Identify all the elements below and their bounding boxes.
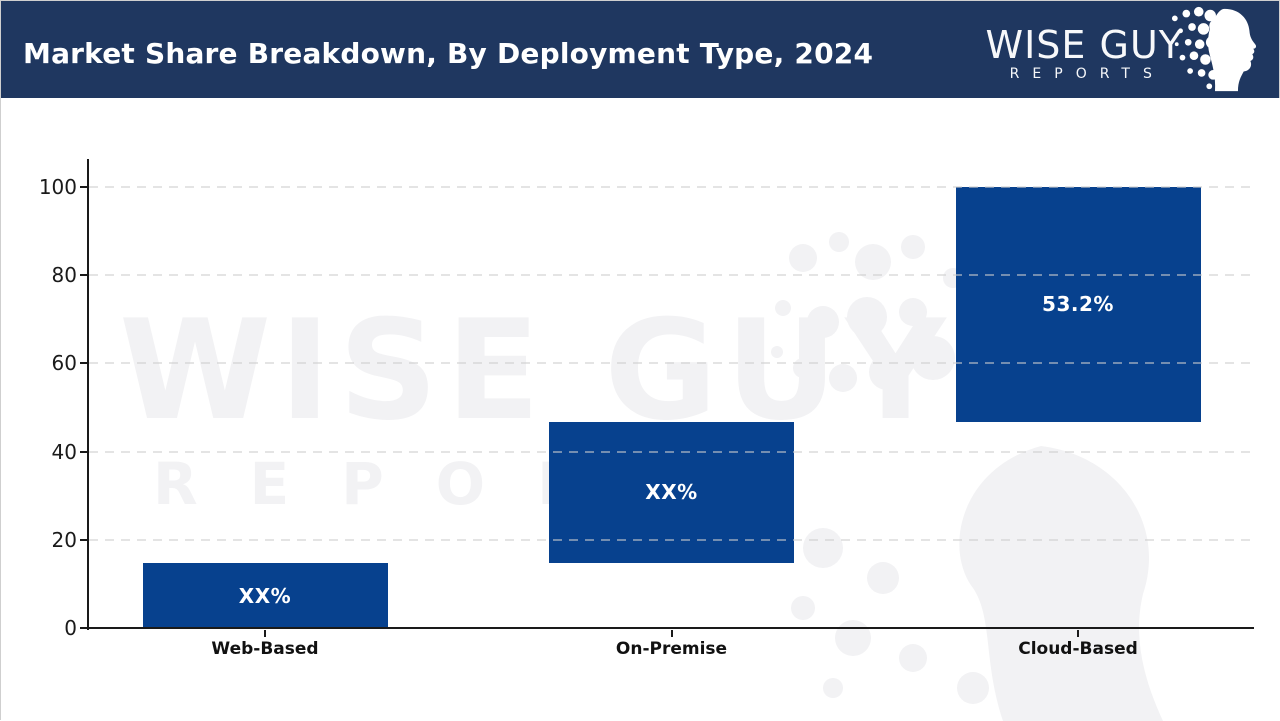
xtick-mark-web-based bbox=[264, 630, 266, 637]
bar-web-based: XX% bbox=[142, 563, 388, 628]
gridline-20 bbox=[89, 538, 1254, 541]
gridline-80 bbox=[89, 274, 1254, 277]
xtick-label-cloud-based: Cloud-Based bbox=[1018, 639, 1138, 659]
logo-text: WISE GUY REPORTS bbox=[985, 22, 1183, 83]
bar-label-web-based: XX% bbox=[238, 583, 292, 608]
ytick-label-100: 100 bbox=[38, 175, 77, 199]
xtick-mark-cloud-based bbox=[1077, 630, 1079, 637]
ytick-mark-100 bbox=[80, 186, 88, 188]
watermark-head-graphic bbox=[771, 232, 1163, 721]
gridline-40 bbox=[89, 450, 1254, 453]
y-axis-spine bbox=[87, 159, 89, 630]
ytick-mark-40 bbox=[80, 450, 88, 453]
ytick-label-40: 40 bbox=[51, 439, 77, 464]
page-title: Market Share Breakdown, By Deployment Ty… bbox=[23, 37, 874, 70]
gridline-60 bbox=[89, 362, 1254, 365]
gridline-100 bbox=[89, 186, 1254, 188]
ytick-mark-60 bbox=[80, 362, 88, 365]
ytick-mark-0 bbox=[80, 627, 88, 629]
logo-reports-text: REPORTS bbox=[1009, 66, 1165, 83]
logo-wiseguy-text: WISE GUY bbox=[985, 22, 1183, 67]
x-axis-spine bbox=[87, 627, 1254, 629]
ytick-mark-20 bbox=[80, 538, 88, 541]
xtick-label-web-based: Web-Based bbox=[211, 639, 319, 659]
bar-label-cloud-based: 53.2% bbox=[1042, 292, 1114, 317]
ytick-label-20: 20 bbox=[51, 527, 77, 552]
xtick-mark-on-premise bbox=[670, 630, 673, 637]
ytick-label-60: 60 bbox=[51, 351, 77, 376]
header-banner: Market Share Breakdown, By Deployment Ty… bbox=[1, 1, 1279, 98]
ytick-label-80: 80 bbox=[51, 263, 77, 288]
ytick-label-0: 0 bbox=[64, 616, 77, 640]
bar-cloud-based: 53.2% bbox=[955, 187, 1201, 422]
xtick-label-on-premise: On-Premise bbox=[615, 639, 728, 659]
wiseguy-head-icon bbox=[1171, 6, 1257, 92]
chart-area: WISE GUY REPORTS XX% XX% 53.2% 0 20 40 60 80 100… bbox=[1, 98, 1280, 721]
wise-guy-reports-logo: WISE GUY REPORTS bbox=[985, 6, 1263, 93]
bar-on-premise: XX% bbox=[549, 421, 794, 564]
chart-plot: XX% XX% 53.2% 0 20 40 60 80 100 Web-Based On-Premi… bbox=[1, 98, 1280, 721]
ytick-mark-80 bbox=[80, 274, 88, 277]
bar-label-on-premise: XX% bbox=[645, 480, 698, 505]
